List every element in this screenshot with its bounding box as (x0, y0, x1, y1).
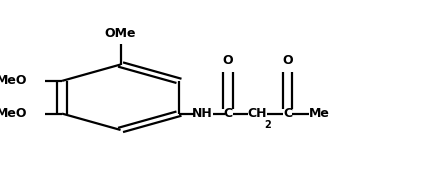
Text: CH: CH (246, 107, 266, 120)
Text: 2: 2 (264, 120, 270, 130)
Text: C: C (223, 107, 232, 120)
Text: Me: Me (308, 107, 329, 120)
Text: OMe: OMe (104, 27, 136, 40)
Text: MeO: MeO (0, 74, 27, 87)
Text: NH: NH (192, 107, 212, 120)
Text: O: O (222, 54, 233, 67)
Text: MeO: MeO (0, 107, 27, 120)
Text: O: O (282, 54, 292, 67)
Text: C: C (283, 107, 292, 120)
